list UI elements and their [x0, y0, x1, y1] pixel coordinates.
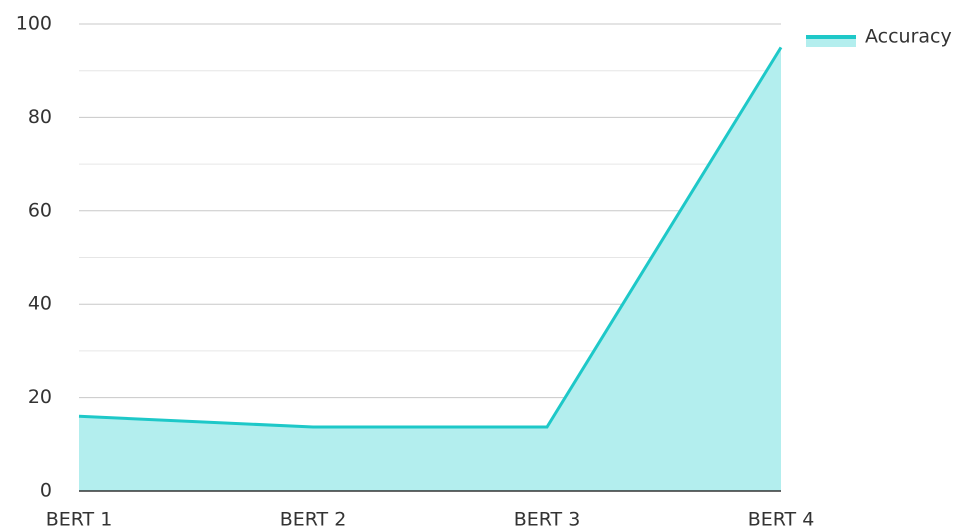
x-tick-label: BERT 1	[46, 509, 113, 531]
y-tick-label: 80	[28, 106, 52, 128]
y-tick-label: 100	[16, 13, 52, 35]
legend-swatch	[806, 37, 856, 47]
legend-label: Accuracy	[865, 26, 952, 48]
y-tick-label: 20	[28, 386, 52, 408]
y-tick-label: 40	[28, 293, 52, 315]
x-tick-label: BERT 2	[280, 509, 347, 531]
x-tick-label: BERT 3	[514, 509, 581, 531]
x-tick-label: BERT 4	[748, 509, 815, 531]
line	[78, 46, 783, 429]
y-tick-label: 0	[40, 480, 52, 502]
area	[79, 47, 781, 491]
y-tick-label: 60	[28, 199, 52, 221]
